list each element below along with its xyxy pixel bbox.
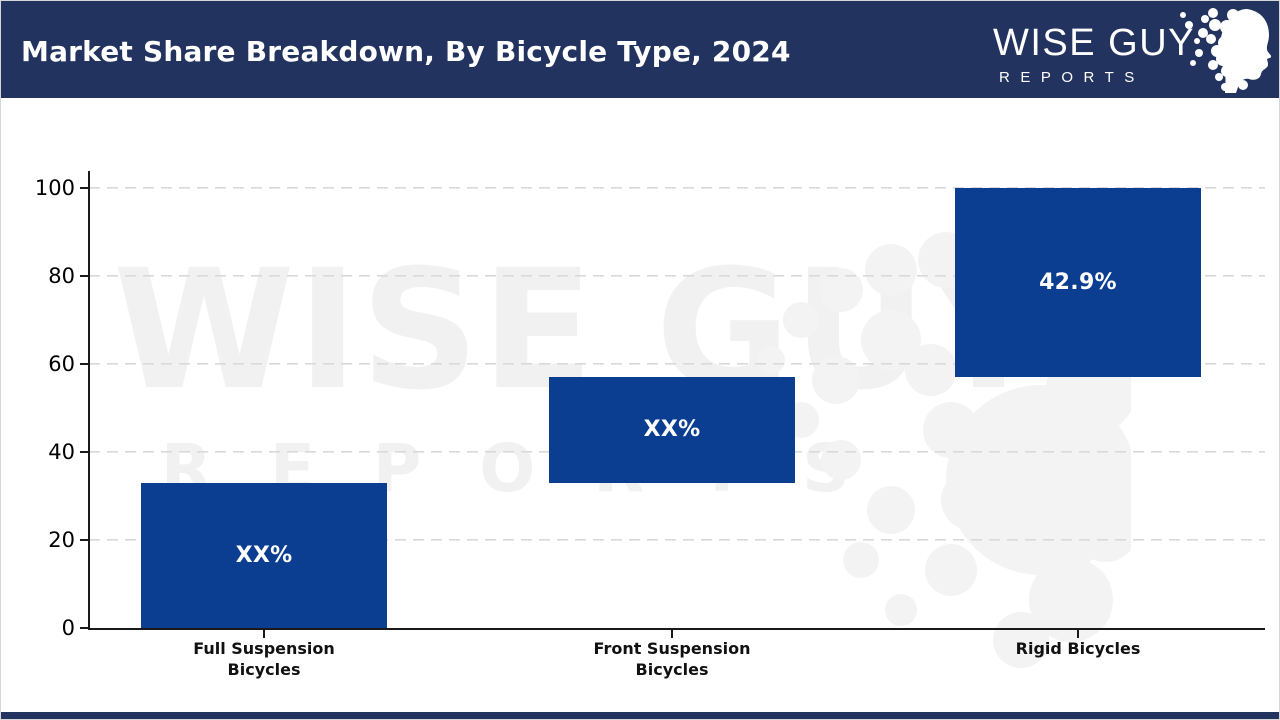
y-tick-mark (80, 187, 89, 189)
x-axis-line (88, 628, 1265, 630)
footer-bar (1, 712, 1279, 719)
y-tick-mark (80, 363, 89, 365)
gridline (89, 187, 1265, 189)
y-tick-mark (80, 539, 89, 541)
x-category-label: Front Suspension Bicycles (593, 639, 751, 679)
y-tick-label: 60 (48, 352, 75, 376)
x-category-label: Full Suspension Bicycles (193, 639, 335, 679)
x-tick-mark (1077, 630, 1079, 638)
bar-segment: XX% (141, 482, 387, 628)
bar-segment: XX% (549, 376, 795, 483)
bar-value-label: 42.9% (1039, 269, 1117, 295)
y-tick-mark (80, 275, 89, 277)
y-axis-line (88, 171, 90, 630)
wiseguy-logo: WISE GUY REPORTS (993, 8, 1271, 93)
page-title: Market Share Breakdown, By Bicycle Type,… (21, 35, 791, 68)
y-tick-mark (80, 451, 89, 453)
x-tick-mark (671, 630, 673, 638)
x-tick-mark (263, 630, 265, 638)
y-tick-label: 40 (48, 440, 75, 464)
bar-value-label: XX% (235, 542, 293, 568)
bar-value-label: XX% (643, 417, 701, 443)
logo-face-icon (1180, 8, 1271, 93)
gridline (89, 363, 1265, 365)
gridline (89, 275, 1265, 277)
y-tick-label: 0 (61, 616, 75, 640)
header-bar: Market Share Breakdown, By Bicycle Type,… (1, 1, 1279, 98)
logo-subtext: REPORTS (999, 69, 1145, 86)
chart-area: WISE GUY REPORTS 0 20 40 60 80 100 XX% Full Sus… (1, 98, 1279, 712)
y-tick-label: 100 (34, 176, 75, 200)
x-category-label: Rigid Bicycles (1015, 639, 1141, 658)
logo-wordmark: WISE GUY (993, 22, 1195, 64)
bar-segment: 42.9% (955, 188, 1201, 377)
y-tick-label: 20 (48, 528, 75, 552)
y-tick-mark (80, 627, 89, 629)
gridline (89, 539, 1265, 541)
y-tick-label: 80 (48, 264, 75, 288)
